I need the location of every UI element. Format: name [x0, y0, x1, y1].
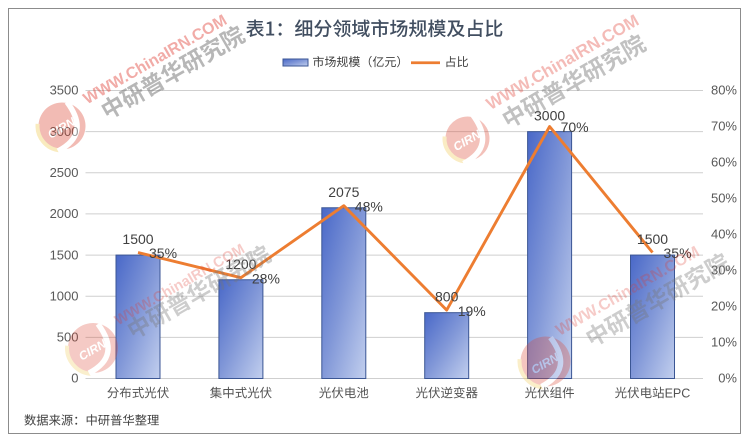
svg-text:35%: 35% — [149, 245, 177, 261]
svg-text:19%: 19% — [458, 303, 486, 319]
svg-text:0: 0 — [71, 371, 78, 386]
svg-text:35%: 35% — [664, 245, 692, 261]
svg-text:500: 500 — [57, 330, 79, 345]
svg-text:800: 800 — [435, 289, 459, 305]
svg-text:60%: 60% — [711, 155, 737, 170]
svg-text:3000: 3000 — [534, 108, 565, 124]
svg-text:80%: 80% — [711, 83, 737, 98]
svg-text:50%: 50% — [711, 191, 737, 206]
svg-text:28%: 28% — [252, 270, 280, 286]
svg-text:1500: 1500 — [637, 231, 668, 247]
svg-text:1500: 1500 — [50, 247, 79, 262]
svg-text:10%: 10% — [711, 335, 737, 350]
svg-text:2000: 2000 — [50, 206, 79, 221]
svg-text:20%: 20% — [711, 299, 737, 314]
svg-text:EPC: EPC — [665, 386, 691, 400]
svg-text:1500: 1500 — [122, 231, 153, 247]
svg-text:3500: 3500 — [50, 83, 79, 98]
svg-text:48%: 48% — [355, 198, 383, 214]
svg-text:70%: 70% — [561, 119, 589, 135]
svg-text:0%: 0% — [718, 371, 737, 386]
svg-text:40%: 40% — [711, 227, 737, 242]
svg-text:2075: 2075 — [328, 184, 359, 200]
svg-text:2500: 2500 — [50, 165, 79, 180]
svg-text:3000: 3000 — [50, 124, 79, 139]
svg-text:70%: 70% — [711, 119, 737, 134]
svg-text:1000: 1000 — [50, 288, 79, 303]
